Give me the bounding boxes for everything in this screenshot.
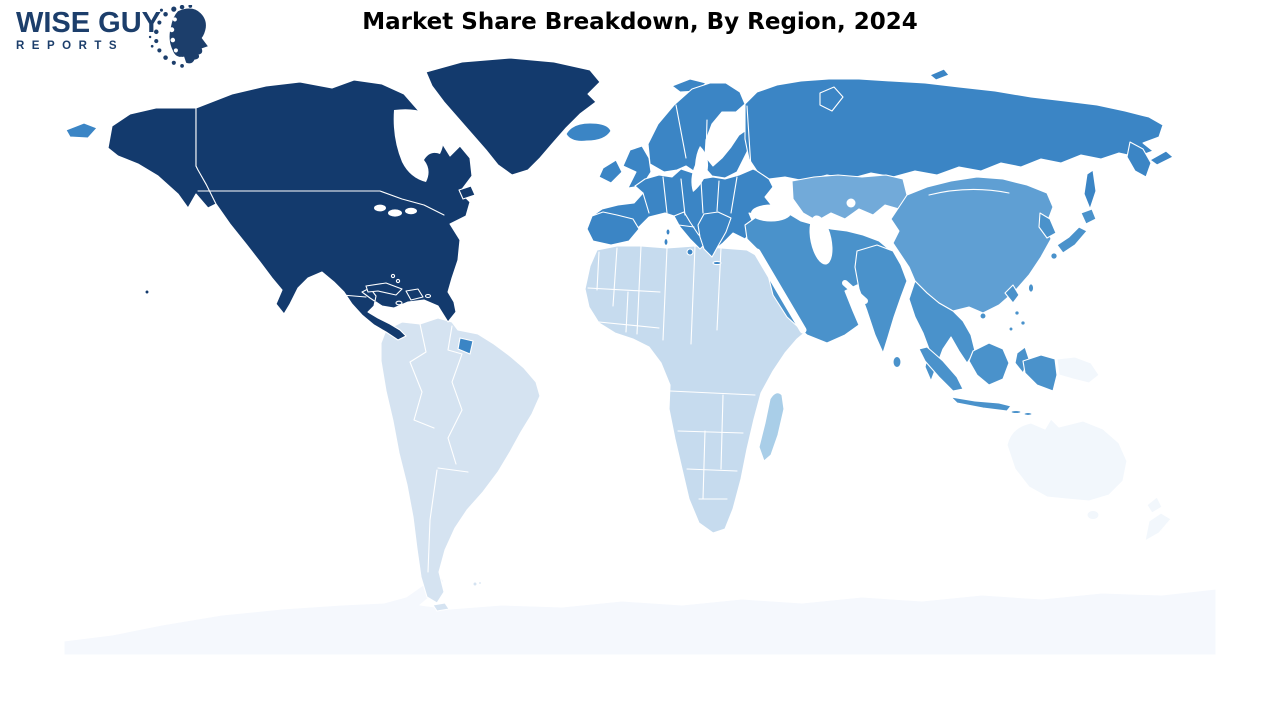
wise-guy-reports-logo: WISE GUY REPORTS: [16, 5, 213, 71]
territory-french-guiana: [457, 337, 474, 355]
island-kuril: [1149, 150, 1174, 166]
island-falkland: [478, 581, 482, 585]
great-lake: [405, 207, 417, 215]
island-crete: [712, 260, 722, 266]
landmass-china-mongolia: [890, 176, 1054, 314]
landmass-chukotka-wrap: [65, 122, 98, 139]
island-philippine: [1014, 310, 1020, 316]
island-sri-lanka: [892, 355, 902, 369]
island-severnaya-zemlya: [929, 68, 950, 81]
landmass-iberia: [586, 211, 640, 246]
region-north-america: [107, 57, 601, 341]
island-madagascar: [758, 392, 785, 462]
landmass-africa: [584, 245, 810, 534]
island-taiwan: [1027, 283, 1035, 293]
hudson-bay: [393, 109, 444, 182]
landmass-tierra-del-fuego: [432, 602, 450, 612]
region-oceania: [1006, 356, 1172, 542]
island-honshu: [1056, 226, 1088, 254]
borders-south-america: [409, 323, 469, 573]
island-borneo: [968, 342, 1010, 386]
red-sea: [753, 248, 807, 334]
caspian-sea: [809, 215, 833, 265]
island-bahamas: [390, 273, 396, 279]
island-sumatra: [918, 346, 964, 392]
region-europe-russia: [65, 68, 1174, 355]
island-hainan: [979, 312, 987, 320]
landmass-korea: [1038, 212, 1057, 239]
landmass-south-america: [380, 317, 541, 604]
landmass-central-asia: [791, 174, 908, 222]
island-lesser-sunda: [1023, 411, 1033, 417]
island-novaya-zemlya: [819, 86, 844, 112]
island-puerto-rico: [424, 293, 432, 299]
baltic-sea: [691, 146, 709, 192]
chart-title: Market Share Breakdown, By Region, 2024: [362, 9, 918, 35]
region-central-asia: [791, 174, 908, 222]
region-madagascar: [758, 392, 785, 462]
region-antarctica: [63, 570, 1217, 656]
logo-text: WISE GUY REPORTS: [16, 7, 162, 53]
region-china: [890, 176, 1054, 314]
region-asia: [744, 208, 1097, 417]
island-sakhalin: [1083, 169, 1097, 210]
region-africa: [584, 245, 810, 534]
logo-brand-name: WISE GUY: [16, 7, 162, 39]
borders-china: [928, 188, 1010, 196]
island-jamaica: [395, 300, 403, 306]
island-new-zealand-south: [1144, 512, 1172, 542]
borders-north-america: [197, 190, 445, 298]
landmass-kamchatka: [1126, 141, 1152, 178]
landmass-antarctica: [63, 570, 1217, 656]
island-hokkaido: [1080, 208, 1097, 225]
logo-brand-subtitle: REPORTS: [16, 40, 125, 52]
great-lake: [388, 209, 402, 217]
island-sicily: [686, 248, 694, 256]
aral-sea: [846, 198, 856, 208]
island-bahamas: [395, 278, 401, 284]
island-luzon: [1004, 284, 1020, 304]
region-south-america: [380, 317, 541, 612]
borders-europe: [642, 104, 752, 228]
sea-overlays: [374, 109, 856, 265]
sea-channels: [753, 248, 868, 334]
island-hispaniola: [405, 288, 424, 301]
island-philippine: [1020, 320, 1026, 326]
landmass-alaska: [107, 107, 221, 209]
island-newfoundland: [458, 185, 476, 200]
island-cuba: [365, 282, 403, 296]
persian-gulf: [842, 280, 868, 304]
island-java: [950, 396, 1012, 412]
island-lesser-sunda: [1010, 409, 1022, 415]
island-falkland: [472, 581, 478, 587]
landmass-greenland: [425, 57, 601, 176]
landmass-balkans-greece: [697, 211, 732, 258]
island-philippine: [1008, 326, 1014, 332]
black-sea: [751, 204, 791, 222]
island-ireland: [598, 159, 623, 184]
island-hawaii: [144, 289, 150, 295]
landmass-new-guinea-west: [1022, 354, 1058, 392]
island-new-zealand-north: [1146, 496, 1163, 514]
island-tasmania: [1086, 509, 1100, 521]
landmass-new-guinea-east: [1056, 356, 1100, 384]
landmass-australia: [1006, 418, 1128, 502]
island-great-britain: [622, 145, 652, 189]
island-iceland: [565, 122, 612, 142]
island-corsica-sardinia: [663, 238, 669, 246]
island-kyushu: [1050, 252, 1058, 260]
landmass-indochina: [908, 280, 976, 382]
landmass-india: [854, 244, 908, 354]
logo-head-icon: [148, 5, 208, 68]
great-lake: [374, 204, 386, 212]
island-corsica-sardinia: [665, 228, 671, 236]
borders-africa: [587, 245, 756, 500]
landmass-russia: [744, 78, 1164, 182]
